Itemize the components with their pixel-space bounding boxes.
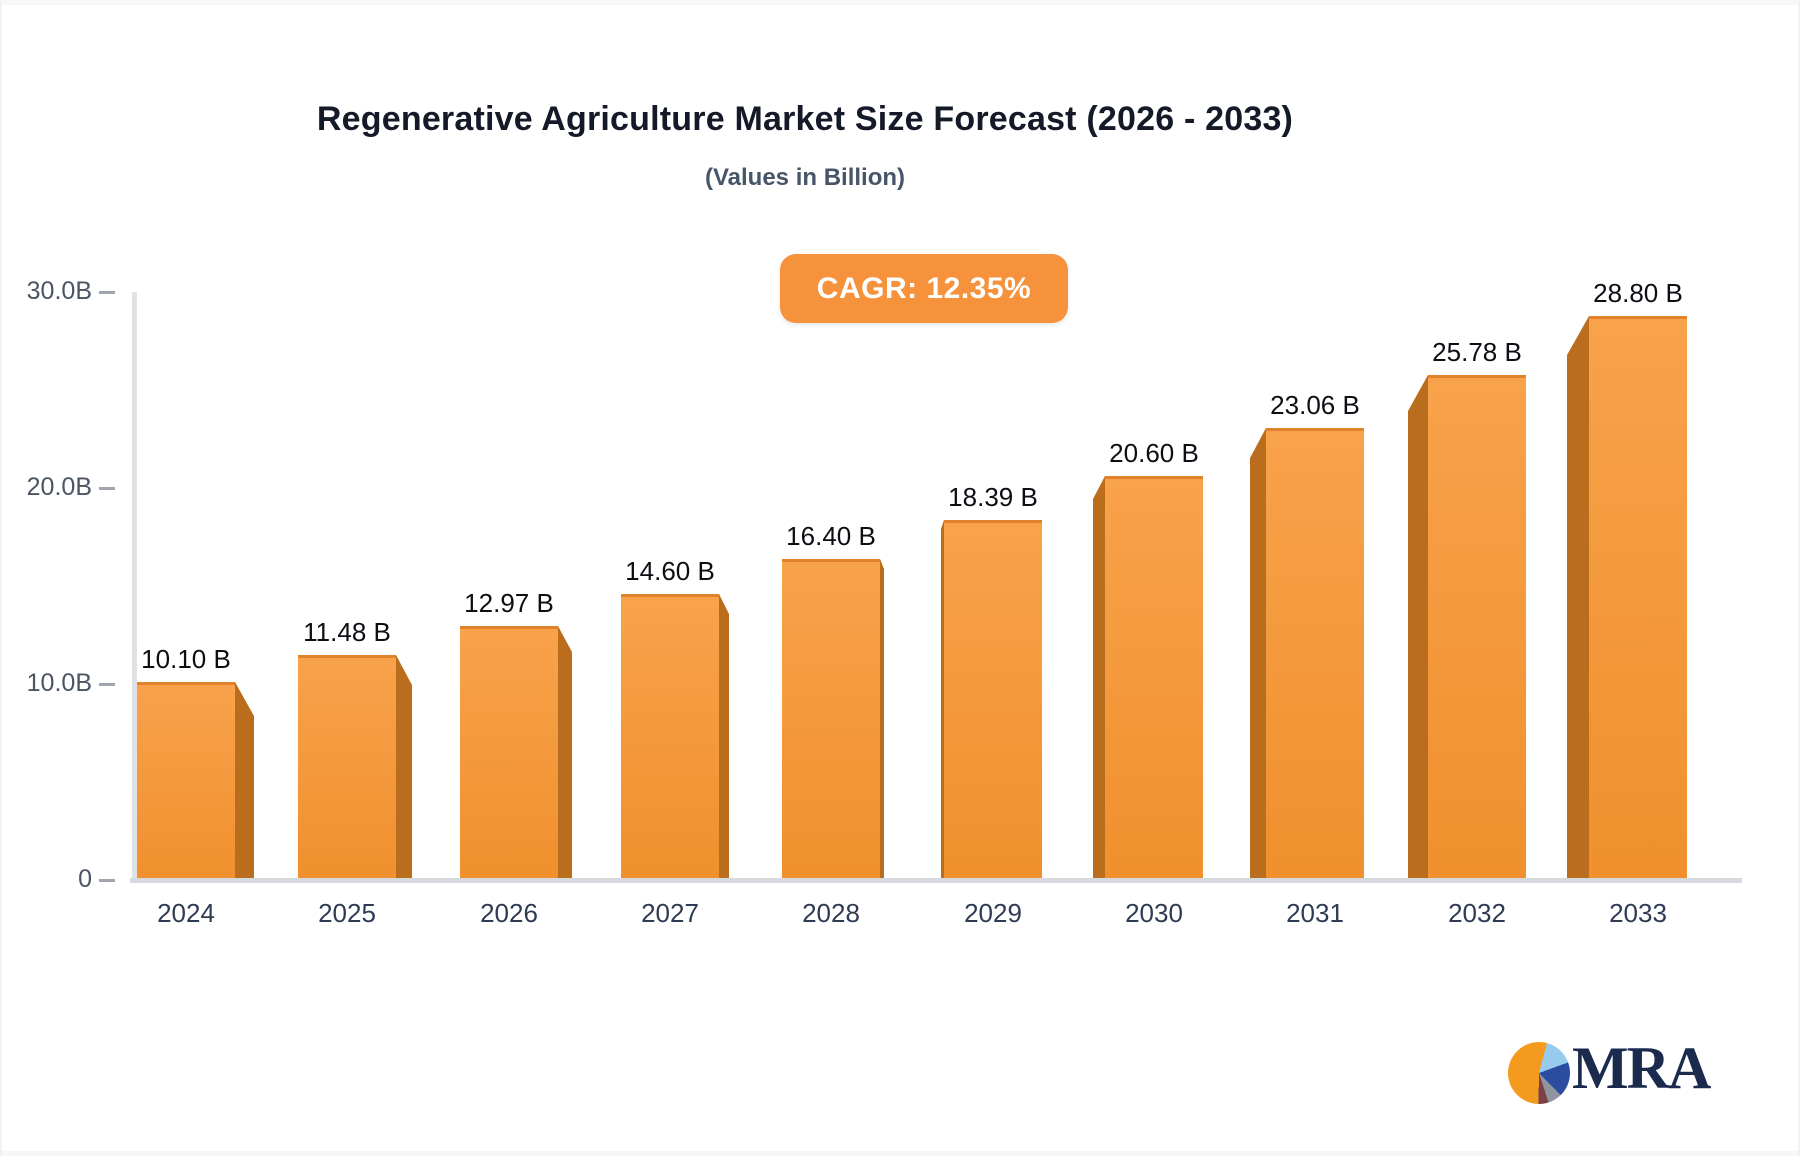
bar-face bbox=[621, 594, 719, 880]
bar-side-3d bbox=[719, 594, 729, 880]
value-label-2033: 28.80 B bbox=[1593, 278, 1683, 308]
logo-text: MRA bbox=[1572, 1035, 1711, 1101]
mra-logo: MRA bbox=[1508, 1032, 1711, 1104]
x-axis-label-2028: 2028 bbox=[802, 898, 860, 928]
chart-title: Regenerative Agriculture Market Size For… bbox=[316, 100, 1294, 138]
bar-2030 bbox=[1093, 476, 1203, 880]
value-label-2028: 16.40 B bbox=[786, 521, 876, 551]
y-tick-mark bbox=[99, 487, 115, 490]
x-axis-label-2031: 2031 bbox=[1286, 898, 1344, 928]
bar-side-3d bbox=[396, 655, 412, 880]
bar-face bbox=[782, 559, 880, 880]
x-axis-label-2033: 2033 bbox=[1609, 898, 1667, 928]
cagr-badge-label: CAGR: 12.35% bbox=[816, 271, 1032, 305]
value-label-2027: 14.60 B bbox=[625, 556, 715, 586]
value-label-2025: 11.48 B bbox=[303, 617, 391, 647]
bar-face bbox=[1589, 316, 1687, 880]
bar-2032 bbox=[1408, 375, 1526, 880]
x-axis-line bbox=[130, 878, 1742, 883]
x-axis-label-2024: 2024 bbox=[157, 898, 215, 928]
y-tick-label: 20.0B bbox=[26, 473, 92, 501]
x-axis-label-2030: 2030 bbox=[1125, 898, 1183, 928]
y-tick-mark bbox=[99, 291, 115, 294]
bar-2029 bbox=[941, 520, 1042, 880]
y-tick-mark bbox=[99, 879, 115, 882]
bar-2033 bbox=[1567, 316, 1687, 880]
y-tick-label: 0 bbox=[78, 865, 92, 893]
value-label-2026: 12.97 B bbox=[464, 588, 554, 618]
x-axis-label-2026: 2026 bbox=[480, 898, 538, 928]
bar-side-3d bbox=[1408, 375, 1428, 880]
cagr-badge: CAGR: 12.35% bbox=[780, 254, 1068, 323]
bar-side-3d bbox=[1250, 428, 1266, 880]
chart-subtitle: (Values in Billion) bbox=[704, 164, 906, 191]
page-right-edge bbox=[1798, 0, 1800, 1156]
bar-face bbox=[1105, 476, 1203, 880]
y-axis-line bbox=[132, 292, 137, 883]
value-label-2032: 25.78 B bbox=[1432, 337, 1522, 367]
y-tick-label: 10.0B bbox=[26, 669, 92, 697]
bar-2025 bbox=[298, 655, 412, 880]
bar-side-3d bbox=[1093, 476, 1105, 880]
x-axis-label-2032: 2032 bbox=[1448, 898, 1506, 928]
value-label-2030: 20.60 B bbox=[1109, 438, 1199, 468]
bar-2028 bbox=[782, 559, 884, 880]
x-axis-label-2025: 2025 bbox=[318, 898, 376, 928]
y-tick-label: 30.0B bbox=[26, 277, 92, 305]
bar-face bbox=[460, 626, 558, 880]
bar-2031 bbox=[1250, 428, 1364, 880]
bar-face bbox=[944, 520, 1042, 880]
page-left-edge bbox=[0, 0, 2, 1156]
bar-2026 bbox=[460, 626, 572, 880]
bar-side-3d bbox=[1567, 316, 1589, 880]
value-label-2024: 10.10 B bbox=[141, 644, 231, 674]
bar-side-3d bbox=[880, 559, 884, 880]
bar-face bbox=[298, 655, 396, 880]
x-axis-label-2029: 2029 bbox=[964, 898, 1022, 928]
bar-side-3d bbox=[558, 626, 572, 880]
bar-face bbox=[1428, 375, 1526, 880]
bar-face bbox=[137, 682, 235, 880]
bar-2027 bbox=[621, 594, 729, 880]
value-label-2031: 23.06 B bbox=[1270, 390, 1360, 420]
bar-2024 bbox=[137, 682, 254, 880]
y-tick-mark bbox=[99, 683, 115, 686]
page-bottom-edge bbox=[0, 1151, 1800, 1156]
bar-face bbox=[1266, 428, 1364, 880]
bar-side-3d bbox=[235, 682, 254, 880]
page-top-edge bbox=[0, 0, 1800, 5]
x-axis-label-2027: 2027 bbox=[641, 898, 699, 928]
bar-side-3d bbox=[941, 520, 944, 880]
value-label-2029: 18.39 B bbox=[948, 482, 1038, 512]
pie-chart-icon bbox=[1508, 1042, 1570, 1104]
